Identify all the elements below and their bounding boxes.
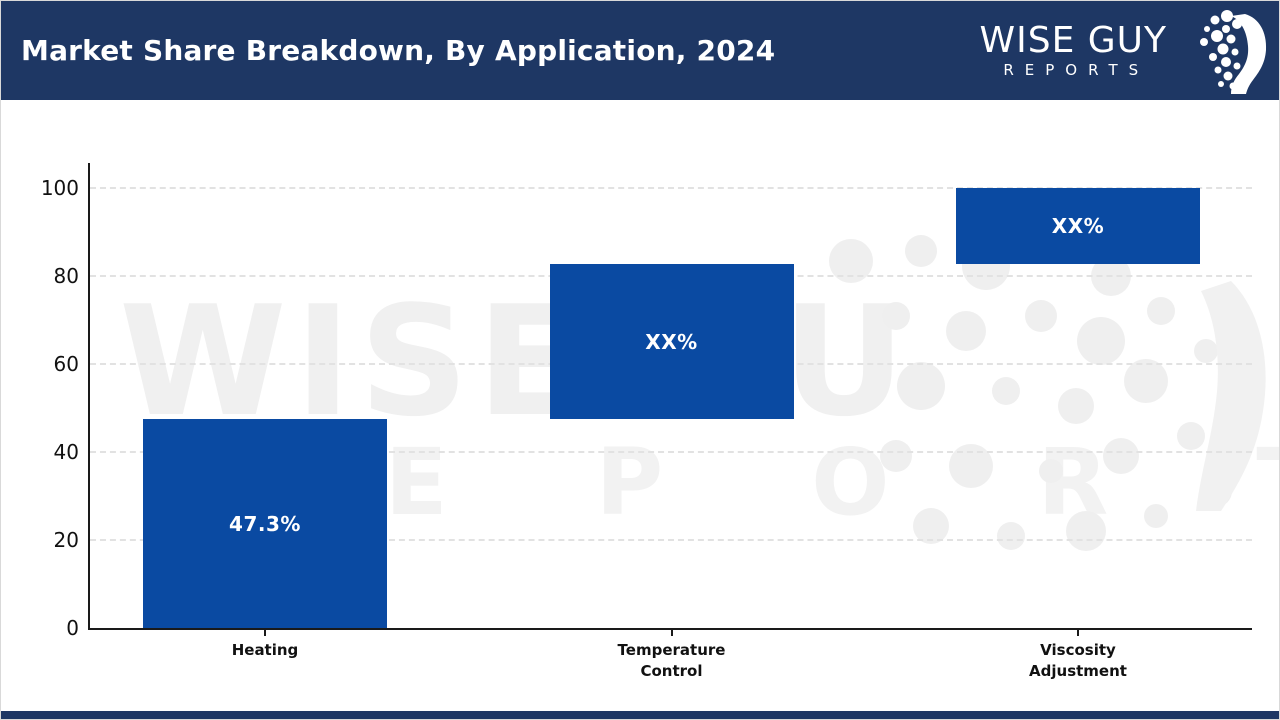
y-tick-label-40: 40 [53, 440, 79, 464]
x-tick-mark-heating [264, 630, 266, 636]
x-tick-label-temperature-control: Temperature Control [617, 641, 726, 680]
plot-area: 0 20 40 60 80 100 47.3% Heating XX% Temperature C… [1, 100, 1279, 713]
y-tick-label-20: 20 [53, 528, 79, 552]
x-axis-line [88, 628, 1252, 630]
gridline-100 [90, 187, 1252, 189]
x-tick-mark-temperature-control [670, 630, 673, 636]
logo-head-icon [1200, 9, 1267, 94]
y-tick-label-0: 0 [66, 616, 79, 640]
y-tick-label-100: 100 [40, 176, 79, 200]
y-axis-line [88, 163, 90, 630]
wiseguy-logo: WISE GUY REPORTS [980, 8, 1280, 94]
x-tick-label-heating: Heating [231, 641, 299, 659]
y-tick-label-80: 80 [53, 264, 79, 288]
bar-heating: 47.3% [143, 419, 387, 628]
logo-brand-name: WISE GUY [979, 19, 1167, 61]
footer-bar [1, 711, 1279, 719]
bar-temperature-control: XX% [549, 264, 794, 419]
gridline-40 [90, 451, 1252, 453]
bar-value-label-viscosity-adjustment: XX% [1051, 214, 1105, 239]
chart-title: Market Share Breakdown, By Application, … [21, 34, 776, 67]
bar-value-label-temperature-control: XX% [645, 329, 698, 354]
bar-viscosity-adjustment: XX% [956, 188, 1200, 265]
x-tick-mark-viscosity-adjustment [1077, 630, 1079, 636]
y-tick-label-60: 60 [53, 352, 79, 376]
header-bar: Market Share Breakdown, By Application, … [1, 1, 1280, 100]
gridline-20 [90, 539, 1252, 541]
bar-value-label-heating: 47.3% [229, 511, 301, 536]
logo-text: WISE GUY REPORTS [979, 19, 1168, 79]
x-tick-label-viscosity-adjustment: Viscosity Adjustment [1029, 641, 1127, 680]
logo-brand-subtitle: REPORTS [1003, 60, 1150, 79]
